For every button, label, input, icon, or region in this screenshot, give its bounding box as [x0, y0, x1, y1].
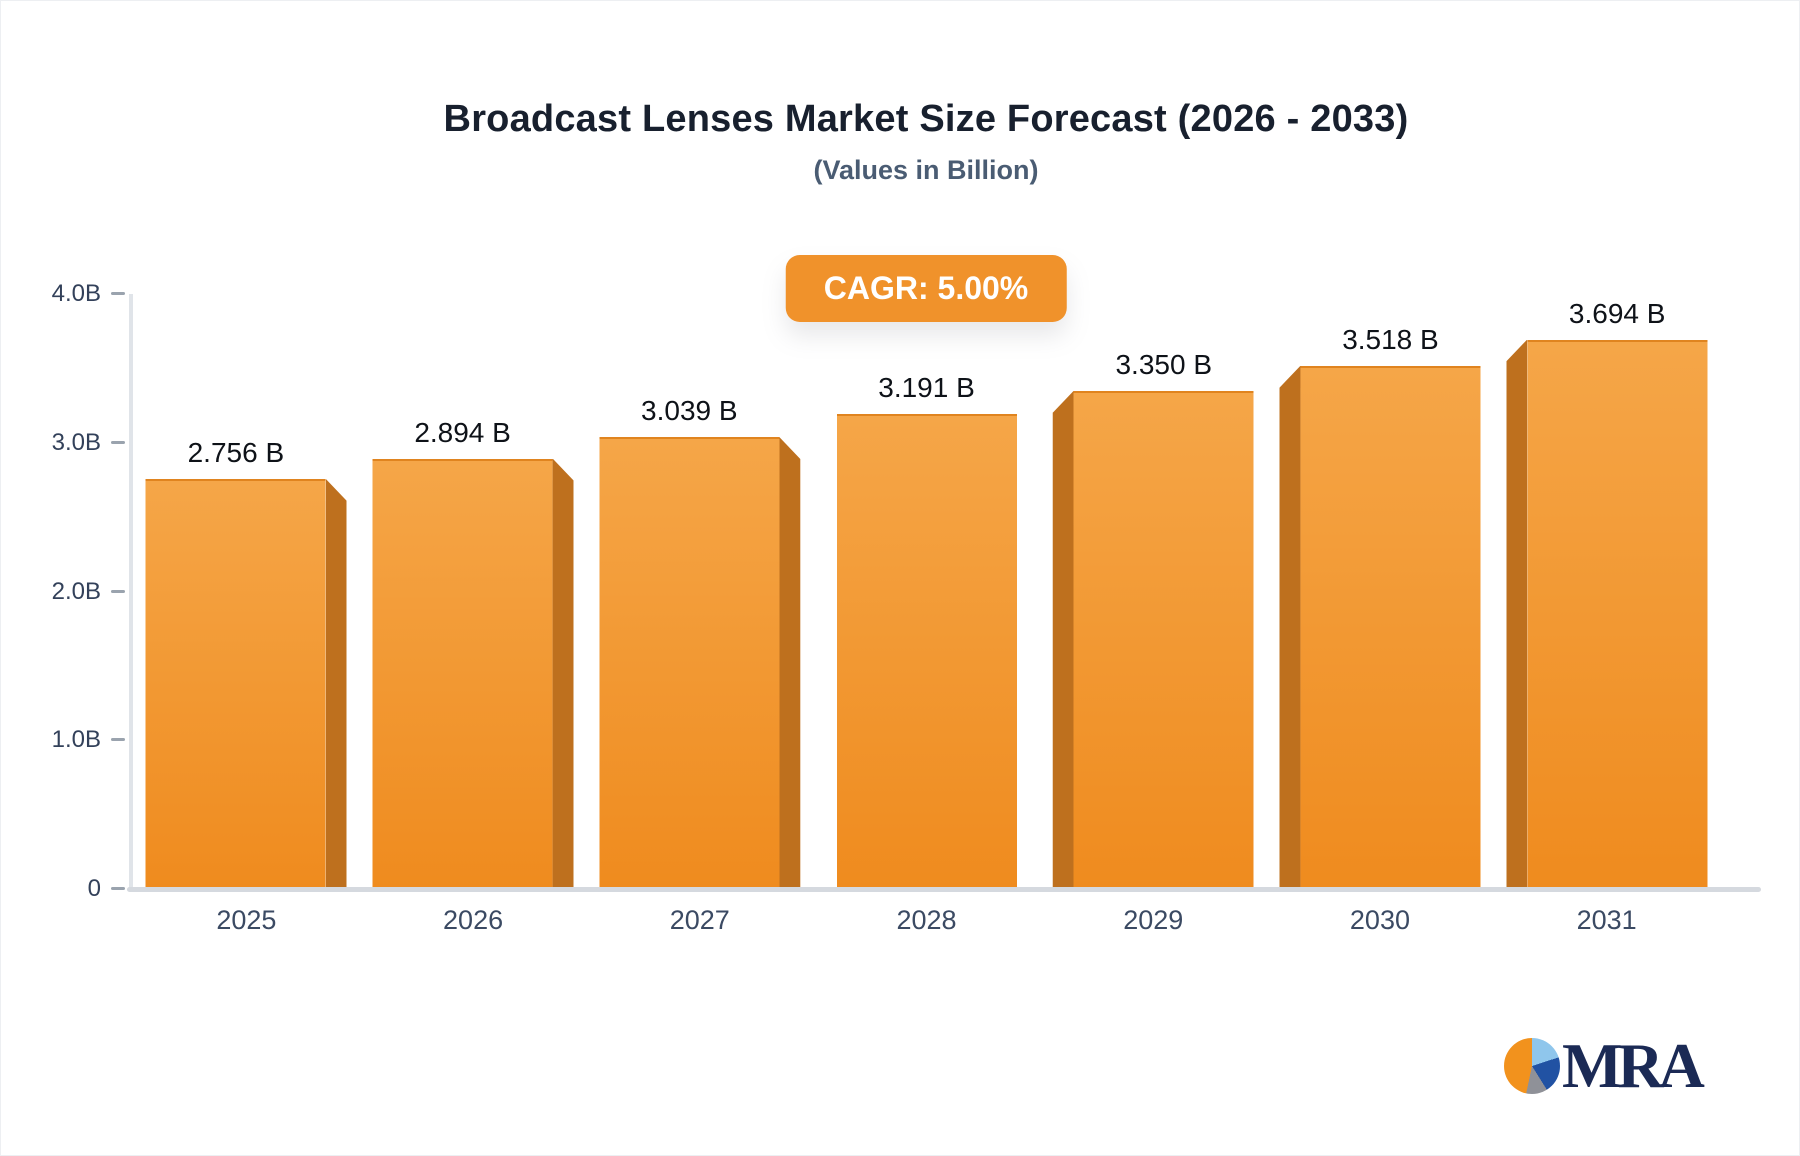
y-axis: 4.0B 3.0B 2.0B 1.0B 0 — [1, 281, 131, 902]
bar: 3.518 B — [1279, 324, 1481, 889]
x-axis-tick-label: 2030 — [1349, 905, 1410, 935]
y-axis-tick-label: 4.0B — [51, 280, 101, 307]
bar-value-label: 3.350 B — [1115, 348, 1212, 380]
y-axis-tick-mark — [111, 440, 125, 444]
brand-logo: MRA — [1504, 1030, 1705, 1101]
plot-area: 2.756 B 2025 2.894 B 2026 3.039 B 2027 3.191 B… — [131, 294, 1756, 935]
bar-3d-side — [1052, 390, 1074, 889]
cagr-badge: CAGR: 5.00% — [785, 255, 1067, 322]
bar-value-label: 3.191 B — [878, 372, 975, 404]
bar: 3.350 B — [1052, 349, 1254, 889]
bar-slot: 3.039 B 2027 — [586, 294, 813, 935]
cagr-badge-label: CAGR: 5.00% — [823, 270, 1029, 306]
bar: 3.039 B — [599, 395, 801, 889]
bar: 2.756 B — [145, 437, 347, 889]
bar-face — [1073, 390, 1254, 889]
bar-3d-side — [779, 436, 801, 889]
bar-face — [1527, 339, 1708, 889]
bar-3d-side — [552, 458, 574, 889]
bar-slot: 3.350 B 2029 — [1040, 294, 1267, 935]
bar: 3.694 B — [1506, 298, 1708, 889]
chart-title: Broadcast Lenses Market Size Forecast (2… — [443, 98, 1409, 140]
x-axis-tick-label: 2029 — [1123, 905, 1184, 935]
y-axis-tick-mark — [111, 589, 125, 593]
pie-chart-logo-icon — [1504, 1038, 1560, 1094]
bar-face — [836, 414, 1017, 889]
bar-slot: 3.694 B 2031 — [1493, 294, 1720, 935]
bar-slot: 2.894 B 2026 — [360, 294, 587, 935]
y-axis-tick-label: 1.0B — [51, 726, 101, 754]
bar-3d-side — [1279, 365, 1301, 889]
bar-value-label: 2.894 B — [414, 416, 511, 448]
x-axis-line — [127, 887, 1761, 892]
bar-value-label: 3.039 B — [641, 394, 738, 426]
bar-value-label: 2.756 B — [187, 437, 285, 469]
y-axis-tick-mark — [111, 292, 125, 295]
bar-3d-side — [325, 479, 347, 889]
y-axis-tick-mark — [111, 887, 125, 890]
bar-slot: 3.191 B 2028 — [813, 294, 1040, 935]
bar-face — [145, 479, 326, 889]
y-axis-tick-mark — [111, 738, 125, 742]
x-axis-tick-label: 2027 — [669, 905, 730, 935]
x-axis-tick-label: 2028 — [896, 905, 957, 935]
bar: 3.191 B — [836, 372, 1017, 889]
bar: 2.894 B — [372, 417, 574, 889]
y-axis-tick-label: 0 — [87, 875, 101, 902]
bars-container: 2.756 B 2025 2.894 B 2026 3.039 B 2027 3.191 B… — [133, 294, 1720, 935]
bar-value-label: 3.518 B — [1342, 323, 1439, 355]
bar-value-label: 3.694 B — [1568, 297, 1666, 329]
y-axis-tick-label: 3.0B — [51, 428, 101, 456]
bar-face — [1300, 365, 1481, 889]
brand-logo-text: MRA — [1562, 1030, 1705, 1101]
x-axis-tick-label: 2025 — [216, 905, 277, 935]
bar-slot: 3.518 B 2030 — [1267, 294, 1494, 935]
bar-slot: 2.756 B 2025 — [133, 294, 360, 935]
chart-header: Broadcast Lenses Market Size Forecast (2… — [26, 97, 1799, 186]
y-axis-line — [129, 294, 133, 889]
y-axis-tick-label: 2.0B — [51, 577, 101, 605]
chart-subtitle: (Values in Billion) — [813, 155, 1039, 185]
bar-3d-side — [1506, 339, 1528, 889]
x-axis-tick-label: 2031 — [1576, 905, 1637, 935]
bar-face — [599, 436, 780, 889]
bar-face — [372, 458, 553, 889]
x-axis-tick-label: 2026 — [443, 905, 504, 935]
